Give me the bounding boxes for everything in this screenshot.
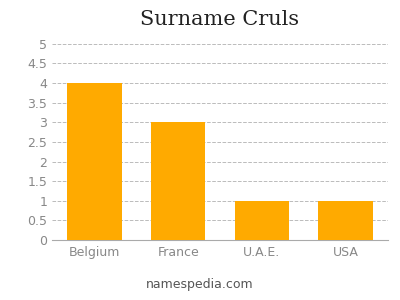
Bar: [67, 83, 122, 240]
Text: namespedia.com: namespedia.com: [146, 278, 254, 291]
Title: Surname Cruls: Surname Cruls: [140, 10, 300, 29]
Bar: [151, 122, 205, 240]
Bar: [318, 201, 373, 240]
Bar: [235, 201, 289, 240]
